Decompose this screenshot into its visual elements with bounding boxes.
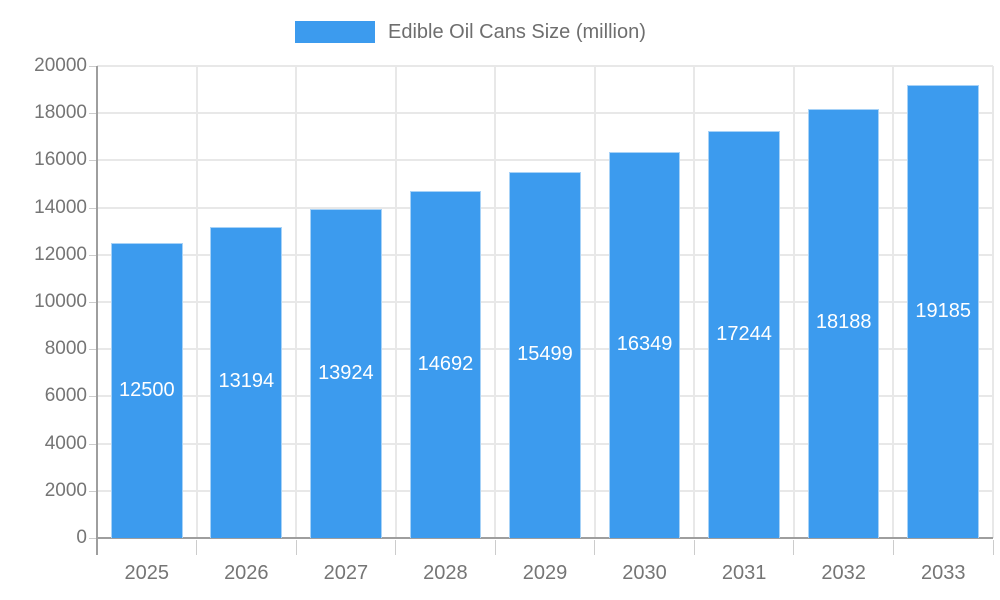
bar-value-label: 14692: [417, 352, 474, 375]
y-axis-tick: [89, 254, 97, 256]
x-axis-tick: [992, 540, 994, 555]
y-axis-tick-label: 16000: [34, 149, 87, 171]
plot-right-border: [992, 66, 994, 538]
y-axis-tick-label: 2000: [44, 479, 87, 501]
y-axis-tick: [89, 538, 97, 539]
bar[interactable]: [509, 172, 581, 538]
x-gridline: [792, 66, 795, 538]
y-axis-tick-label: 8000: [44, 338, 87, 360]
x-axis-baseline: [97, 537, 993, 539]
y-axis-tick: [89, 113, 97, 115]
bar-value-label: 16349: [616, 333, 673, 356]
y-axis-tick: [89, 302, 97, 303]
bar[interactable]: [708, 131, 780, 538]
y-axis-tick-label: 18000: [34, 102, 87, 124]
x-gridline: [195, 66, 198, 538]
x-axis-tick-label: 2027: [323, 562, 369, 584]
y-axis-line: [96, 66, 98, 540]
x-axis-tick: [196, 540, 198, 555]
y-axis-tick-label: 12000: [34, 243, 87, 265]
x-gridline: [892, 66, 895, 538]
y-axis-tick-label: 4000: [44, 432, 87, 454]
y-axis-tick: [89, 160, 97, 162]
x-axis-tick-label: 2030: [622, 562, 667, 584]
legend-item[interactable]: Edible Oil Cans Size (million): [295, 21, 646, 43]
bar-value-label: 18188: [815, 311, 872, 334]
y-axis-tick-label: 10000: [34, 291, 87, 312]
x-gridline: [593, 66, 596, 538]
bar-value-label: 13924: [318, 361, 374, 384]
bar-value-label: 17244: [716, 322, 772, 345]
x-axis-tick-label: 2032: [821, 562, 866, 584]
x-axis-tick: [594, 540, 596, 555]
x-axis-tick: [793, 540, 795, 555]
x-axis-tick-label: 2033: [920, 562, 966, 584]
y-axis-tick: [89, 349, 97, 351]
x-axis-tick: [96, 540, 98, 555]
bar[interactable]: [210, 226, 283, 538]
x-axis-tick: [693, 540, 695, 555]
x-axis-tick: [494, 540, 496, 555]
bar-value-label: 19185: [915, 299, 972, 322]
x-axis-tick: [395, 540, 397, 555]
bar[interactable]: [409, 191, 482, 538]
legend-label: Edible Oil Cans Size (million): [388, 21, 646, 43]
y-gridline: [97, 159, 993, 162]
y-axis-tick-label: 20000: [34, 55, 87, 76]
bar-value-label: 13194: [218, 370, 275, 393]
x-axis-tick: [892, 540, 894, 555]
bar[interactable]: [807, 108, 880, 538]
y-gridline: [97, 112, 993, 115]
x-axis-tick-label: 2031: [721, 562, 767, 584]
x-axis-tick-label: 2025: [124, 562, 170, 584]
bar[interactable]: [907, 85, 980, 538]
bar[interactable]: [110, 243, 183, 538]
x-gridline: [494, 66, 497, 538]
bar-value-label: 15499: [517, 343, 573, 366]
bar[interactable]: [608, 152, 681, 538]
y-axis-tick: [89, 66, 97, 67]
y-gridline: [97, 65, 993, 67]
bar[interactable]: [310, 209, 382, 538]
legend-swatch: [295, 21, 375, 43]
y-axis-tick: [89, 443, 97, 445]
y-axis-tick: [89, 207, 97, 209]
y-axis-tick-label: 14000: [34, 196, 87, 218]
bar-value-label: 12500: [118, 378, 175, 401]
y-axis-tick: [89, 396, 97, 398]
y-axis-tick-label: 0: [76, 527, 87, 548]
x-axis-tick: [295, 540, 297, 555]
x-axis-tick-label: 2029: [522, 562, 568, 584]
x-gridline: [394, 66, 397, 538]
x-gridline: [693, 66, 696, 538]
y-axis-tick-label: 6000: [44, 385, 87, 407]
x-gridline: [295, 66, 298, 538]
x-axis-tick-label: 2026: [224, 562, 269, 584]
x-axis-tick-label: 2028: [423, 562, 468, 584]
y-axis-tick: [89, 490, 97, 492]
